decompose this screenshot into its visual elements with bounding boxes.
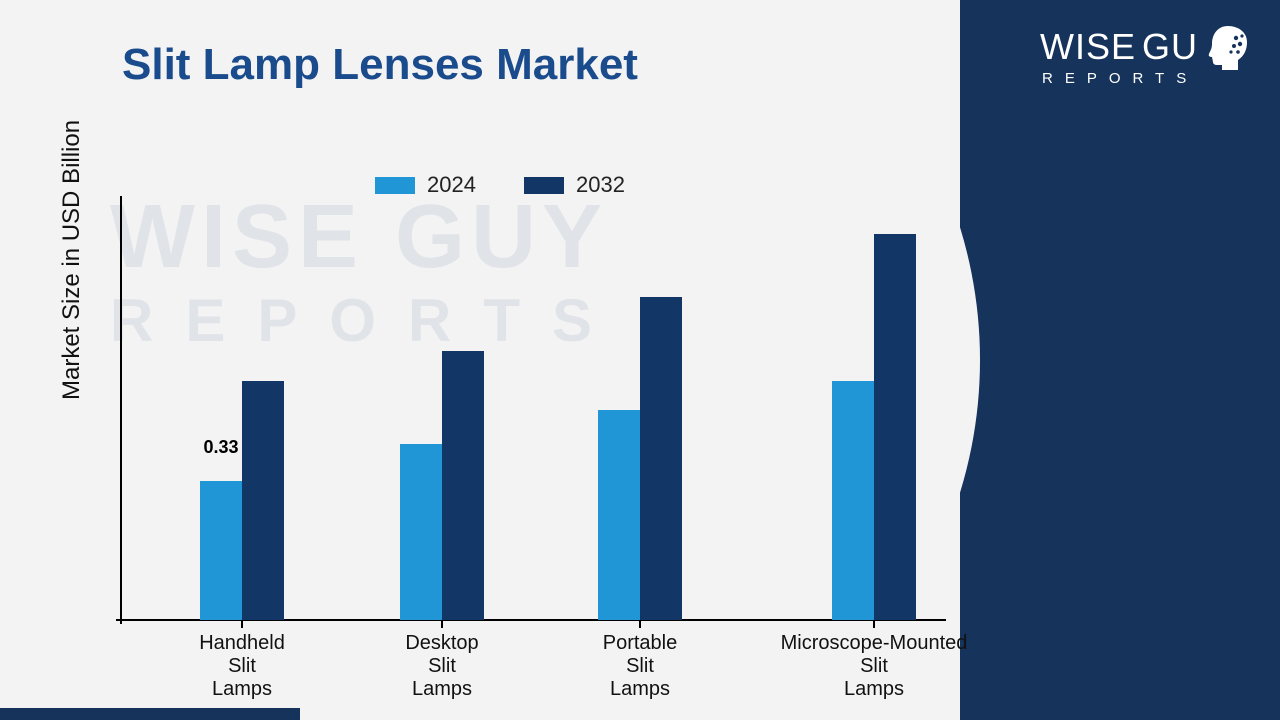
right-panel [960, 0, 1280, 720]
logo-word2: GU [1142, 26, 1198, 68]
legend-label-2032: 2032 [576, 172, 625, 198]
bar [242, 381, 284, 620]
bar [832, 381, 874, 620]
legend-label-2024: 2024 [427, 172, 476, 198]
legend: 2024 2032 [0, 172, 1000, 198]
bottom-accent-bar [0, 708, 300, 720]
head-icon [1204, 22, 1254, 72]
page-title: Slit Lamp Lenses Market [122, 40, 638, 90]
bar [442, 351, 484, 620]
legend-item-2032: 2032 [524, 172, 625, 198]
bar [640, 297, 682, 620]
bar [874, 234, 916, 620]
y-axis-label: Market Size in USD Billion [58, 120, 86, 400]
bar [598, 410, 640, 620]
x-tick-label: Handheld Slit Lamps [199, 632, 285, 701]
data-label: 0.33 [203, 437, 238, 458]
legend-item-2024: 2024 [375, 172, 476, 198]
plot-area: 0.33Handheld Slit LampsDesktop Slit Lamp… [120, 200, 940, 620]
bar [200, 481, 242, 620]
x-tick [873, 620, 875, 628]
chart-stage: WISE GUY REPORTS Slit Lamp Lenses Market… [0, 0, 1280, 720]
x-tick-label: Microscope-Mounted Slit Lamps [781, 632, 968, 701]
y-axis-line [120, 196, 122, 624]
legend-swatch-2032 [524, 177, 564, 194]
x-tick [639, 620, 641, 628]
logo-subtitle: REPORTS [1040, 70, 1254, 87]
brand-logo: WISE GU REPORTS [1040, 22, 1254, 87]
x-tick [241, 620, 243, 628]
logo-word1: WISE [1040, 26, 1136, 68]
x-tick [441, 620, 443, 628]
x-tick-label: Portable Slit Lamps [603, 632, 678, 701]
legend-swatch-2024 [375, 177, 415, 194]
bar [400, 444, 442, 620]
x-tick-label: Desktop Slit Lamps [405, 632, 478, 701]
